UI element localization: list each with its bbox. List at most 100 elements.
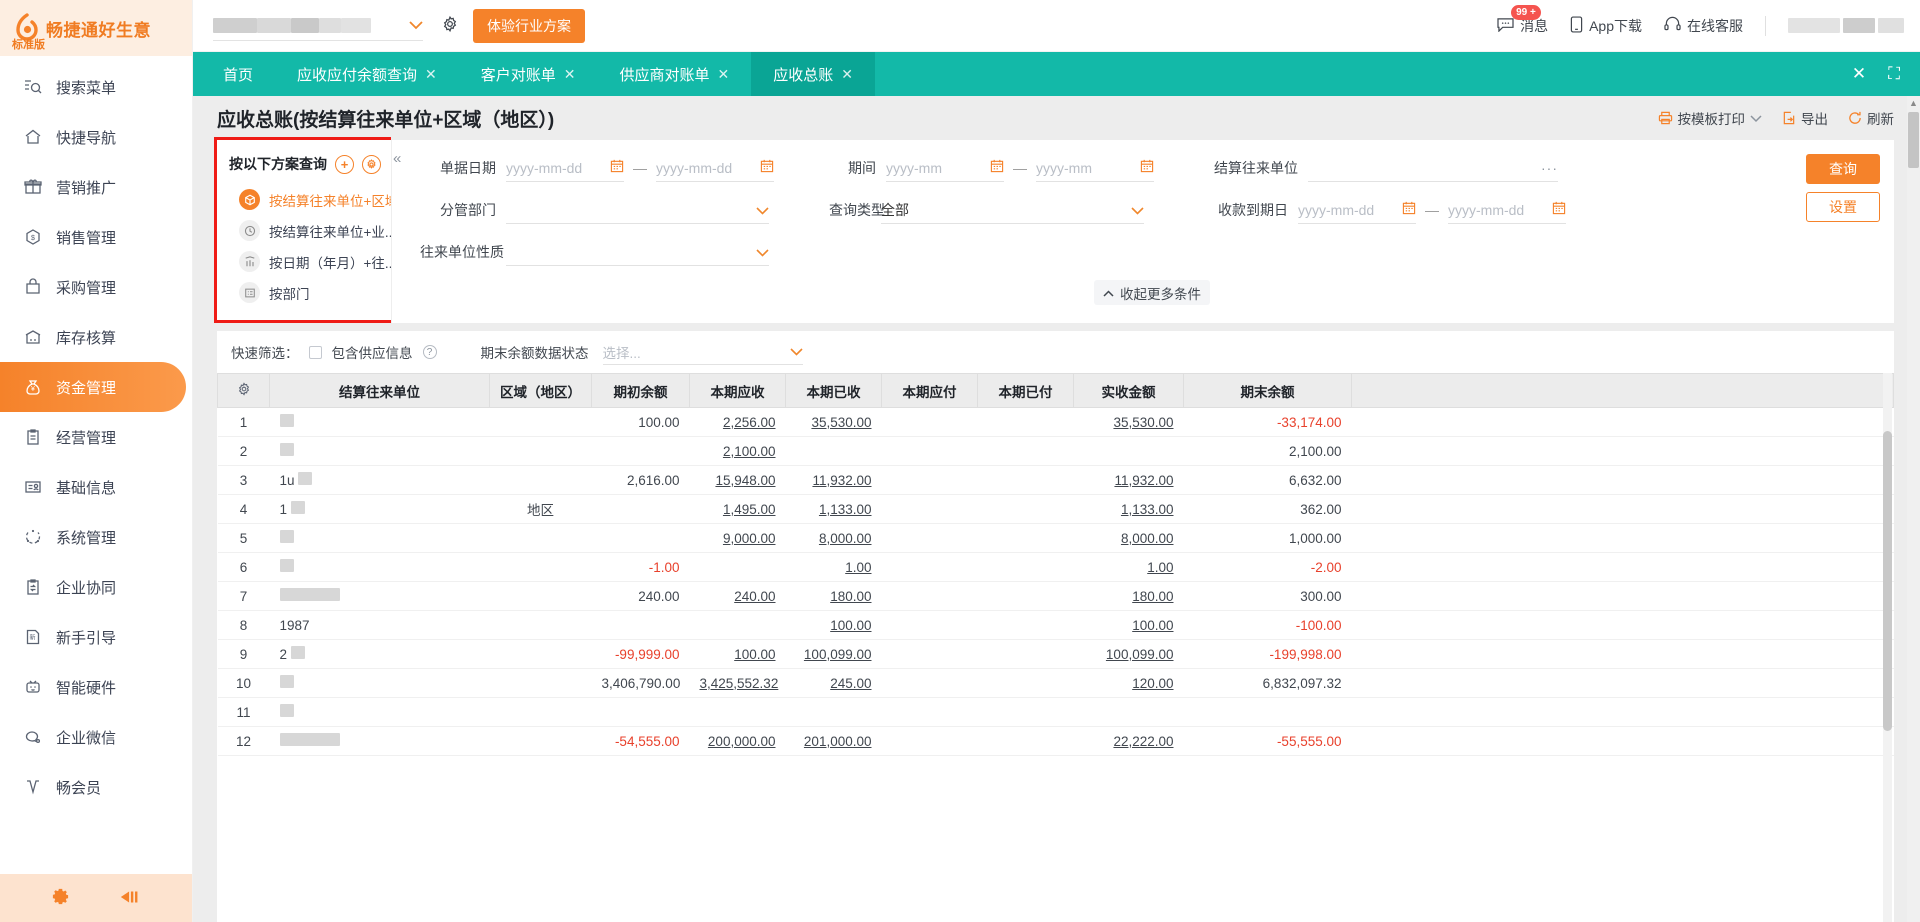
- cell-link[interactable]: 9,000.00: [722, 530, 776, 546]
- sidebar-item-quick-nav[interactable]: 快捷导航: [0, 112, 192, 162]
- collapse-more-conditions-button[interactable]: 收起更多条件: [1094, 280, 1210, 305]
- cell-actual-received[interactable]: 120.00: [1073, 668, 1184, 698]
- plus-icon[interactable]: +: [335, 154, 354, 174]
- period-to-input[interactable]: yyyy-mm: [1036, 154, 1154, 182]
- settings-button[interactable]: 设置: [1806, 192, 1880, 222]
- cell-settle-unit[interactable]: [269, 668, 490, 698]
- sidebar-item-funds[interactable]: ¥ 资金管理: [0, 362, 186, 412]
- cell-actual-received[interactable]: 1,133.00: [1073, 494, 1184, 524]
- query-button[interactable]: 查询: [1806, 154, 1880, 184]
- cell-settle-unit[interactable]: [269, 523, 490, 553]
- tab-close-icon[interactable]: ✕: [717, 65, 730, 82]
- sidebar-item-guide[interactable]: 新 新手引导: [0, 612, 192, 662]
- period-from-input[interactable]: yyyy-mm: [886, 154, 1004, 182]
- calendar-icon[interactable]: [1544, 201, 1566, 218]
- tab-customer-statement[interactable]: 客户对账单 ✕: [459, 52, 598, 96]
- table-row[interactable]: 11: [217, 697, 1894, 727]
- cell-link[interactable]: 2,100.00: [722, 443, 776, 459]
- tab-receivable-ledger[interactable]: 应收总账 ✕: [751, 52, 876, 96]
- fullscreen-icon[interactable]: ⛶: [1888, 64, 1900, 83]
- help-icon[interactable]: ?: [422, 345, 437, 359]
- cell-link[interactable]: 22,222.00: [1113, 733, 1174, 749]
- cell-link[interactable]: 1,133.00: [1120, 501, 1174, 517]
- cell-received[interactable]: 100,099.00: [785, 639, 882, 669]
- cell-receivable[interactable]: 3,425,552.32: [689, 668, 786, 698]
- online-service-button[interactable]: 在线客服: [1664, 16, 1743, 36]
- scrollbar-thumb[interactable]: [1908, 112, 1919, 168]
- doc-date-from-input[interactable]: yyyy-mm-dd: [506, 154, 624, 182]
- org-selector[interactable]: [213, 11, 423, 41]
- table-row[interactable]: 2 2,100.00 2,100.00: [217, 436, 1894, 466]
- gear-icon[interactable]: [441, 15, 459, 36]
- sidebar-item-purchase[interactable]: 采购管理: [0, 262, 192, 312]
- tab-close-icon[interactable]: ✕: [841, 65, 854, 82]
- cell-link[interactable]: 35,530.00: [1113, 414, 1174, 430]
- cell-link[interactable]: 11,932.00: [1114, 472, 1174, 488]
- column-settle-unit[interactable]: 结算往来单位: [269, 373, 490, 408]
- cell-received[interactable]: 1.00: [785, 552, 882, 582]
- scroll-up-arrow-icon[interactable]: ▲: [1909, 98, 1918, 108]
- column-settings-icon[interactable]: [217, 373, 270, 408]
- cell-link[interactable]: 100.00: [1132, 617, 1174, 633]
- cell-receivable[interactable]: 2,256.00: [689, 407, 786, 437]
- cell-actual-received[interactable]: 100.00: [1073, 610, 1184, 640]
- print-by-template-button[interactable]: 按模板打印: [1658, 108, 1763, 128]
- cell-received[interactable]: 100.00: [785, 610, 882, 640]
- collapse-icon[interactable]: [119, 890, 141, 907]
- sidebar-item-inventory[interactable]: 库存核算: [0, 312, 192, 362]
- sidebar-item-basic-info[interactable]: 基础信息: [0, 462, 192, 512]
- cell-link[interactable]: 8,000.00: [818, 530, 872, 546]
- cell-settle-unit[interactable]: 1u: [269, 465, 490, 495]
- cell-settle-unit[interactable]: 2: [269, 639, 490, 669]
- department-select[interactable]: [506, 196, 769, 224]
- doc-date-to-input[interactable]: yyyy-mm-dd: [656, 154, 774, 182]
- due-date-from-input[interactable]: yyyy-mm-dd: [1298, 196, 1416, 224]
- cell-settle-unit[interactable]: [269, 697, 490, 727]
- chevron-down-icon[interactable]: [748, 202, 769, 218]
- sidebar-item-marketing[interactable]: 营销推广: [0, 162, 192, 212]
- gear-circle-icon[interactable]: [362, 154, 381, 174]
- cell-link[interactable]: 1,133.00: [818, 501, 872, 517]
- settle-unit-more-button[interactable]: ···: [1541, 159, 1558, 176]
- table-row[interactable]: 12 -54,555.00 200,000.00 201,000.00 22,222.0…: [217, 726, 1894, 756]
- scheme-item-unit-business[interactable]: 按结算往来单位+业...: [217, 215, 391, 246]
- unit-nature-select[interactable]: [506, 238, 769, 266]
- app-download-button[interactable]: App下载: [1570, 15, 1642, 36]
- cell-receivable[interactable]: 2,100.00: [689, 436, 786, 466]
- table-row[interactable]: 6 -1.00 1.00 1.00 -2.00: [217, 552, 1894, 582]
- messages-button[interactable]: 消息 99 +: [1497, 4, 1548, 36]
- double-chevron-left-icon[interactable]: «: [393, 150, 402, 167]
- tab-ar-ap-balance[interactable]: 应收应付余额查询 ✕: [275, 52, 459, 96]
- column-actual-received[interactable]: 实收金额: [1073, 373, 1184, 408]
- column-received[interactable]: 本期已收: [785, 373, 882, 408]
- cell-settle-unit[interactable]: 1: [269, 494, 490, 524]
- cell-receivable[interactable]: 200,000.00: [689, 726, 786, 756]
- chevron-down-icon[interactable]: [1750, 111, 1762, 126]
- column-region[interactable]: 区域（地区）: [489, 373, 592, 408]
- balance-state-select[interactable]: 选择...: [602, 339, 803, 365]
- cell-actual-received[interactable]: 22,222.00: [1073, 726, 1184, 756]
- cell-received[interactable]: 180.00: [785, 581, 882, 611]
- settle-unit-input[interactable]: ···: [1308, 154, 1558, 182]
- cell-link[interactable]: 11,932.00: [812, 472, 872, 488]
- cell-received[interactable]: 8,000.00: [785, 523, 882, 553]
- cell-receivable[interactable]: 9,000.00: [689, 523, 786, 553]
- chevron-down-icon[interactable]: [409, 17, 423, 33]
- cell-actual-received[interactable]: 11,932.00: [1073, 465, 1184, 495]
- user-name-redacted[interactable]: [1788, 18, 1904, 33]
- cell-actual-received[interactable]: 8,000.00: [1073, 523, 1184, 553]
- cell-actual-received[interactable]: 1.00: [1073, 552, 1184, 582]
- cell-link[interactable]: 1.00: [1147, 559, 1174, 575]
- scheme-item-unit-region[interactable]: 按结算往来单位+区域...: [217, 184, 391, 215]
- sidebar-item-smart-device[interactable]: 智能硬件: [0, 662, 192, 712]
- cell-link[interactable]: 120.00: [1132, 675, 1174, 691]
- cell-settle-unit[interactable]: 1987: [269, 610, 490, 640]
- calendar-icon[interactable]: [752, 159, 774, 176]
- cell-actual-received[interactable]: 35,530.00: [1073, 407, 1184, 437]
- tab-close-icon[interactable]: ✕: [425, 65, 437, 82]
- sidebar-item-operations[interactable]: 经营管理: [0, 412, 192, 462]
- table-row[interactable]: 8 1987 100.00 100.00 -100.00: [217, 610, 1894, 640]
- refresh-button[interactable]: 刷新: [1848, 108, 1894, 128]
